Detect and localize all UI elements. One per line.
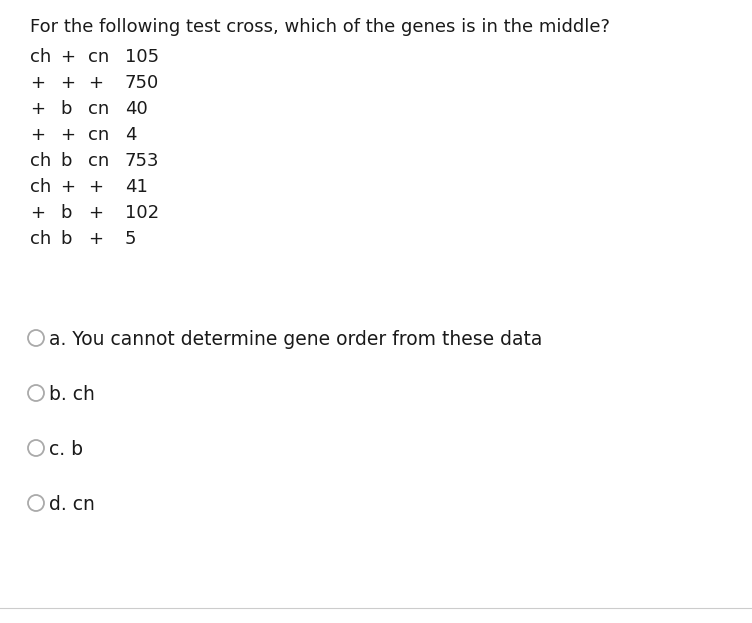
Text: +: + [60,48,75,66]
Text: b. ch: b. ch [49,385,95,404]
Text: d. cn: d. cn [49,495,95,514]
Text: c. b: c. b [49,440,83,459]
Text: 5: 5 [125,230,137,248]
Text: b: b [60,204,71,222]
Text: 105: 105 [125,48,159,66]
Text: +: + [88,74,103,92]
Text: 41: 41 [125,178,148,196]
Text: +: + [30,100,45,118]
Text: +: + [30,74,45,92]
Text: 4: 4 [125,126,137,144]
Text: b: b [60,230,71,248]
Text: 40: 40 [125,100,147,118]
Text: ch: ch [30,230,51,248]
Text: ch: ch [30,152,51,170]
Text: cn: cn [88,48,109,66]
Text: cn: cn [88,100,109,118]
Text: +: + [30,204,45,222]
Text: +: + [88,230,103,248]
Text: +: + [60,178,75,196]
Text: ch: ch [30,48,51,66]
Text: +: + [88,178,103,196]
Text: +: + [60,126,75,144]
Text: cn: cn [88,126,109,144]
Text: a. You cannot determine gene order from these data: a. You cannot determine gene order from … [49,330,542,349]
Text: +: + [30,126,45,144]
Text: 102: 102 [125,204,159,222]
Text: 753: 753 [125,152,159,170]
Text: For the following test cross, which of the genes is in the middle?: For the following test cross, which of t… [30,18,610,36]
Text: +: + [60,74,75,92]
Text: b: b [60,152,71,170]
Text: ch: ch [30,178,51,196]
Text: 750: 750 [125,74,159,92]
Text: b: b [60,100,71,118]
Text: cn: cn [88,152,109,170]
Text: +: + [88,204,103,222]
